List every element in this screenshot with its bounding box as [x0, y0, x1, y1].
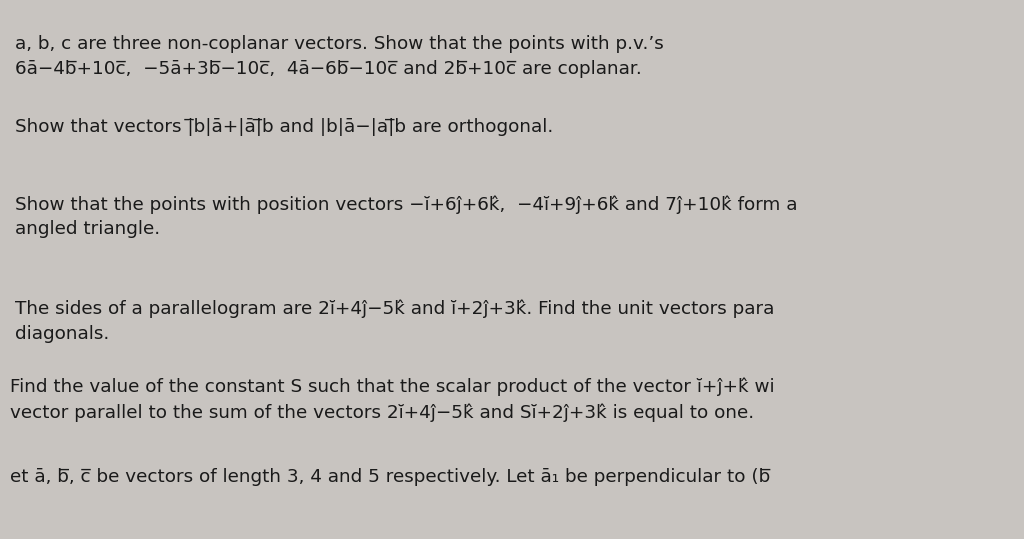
Text: The sides of a parallelogram are 2ĭ+4ĵ−5k̂ and ĭ+2ĵ+3k̂. Find the unit vectors p: The sides of a parallelogram are 2ĭ+4ĵ−5… [15, 300, 774, 319]
Text: angled triangle.: angled triangle. [15, 220, 160, 238]
Text: Find the value of the constant S such that the scalar product of the vector ĭ+ĵ+: Find the value of the constant S such th… [10, 378, 774, 397]
Text: vector parallel to the sum of the vectors 2ĭ+4ĵ−5k̂ and Sĭ+2ĵ+3k̂ is equal to on: vector parallel to the sum of the vector… [10, 403, 754, 421]
Text: diagonals.: diagonals. [15, 325, 110, 343]
Text: et ā, b̅, c̅ be vectors of length 3, 4 and 5 respectively. Let ā₁ be perpendicul: et ā, b̅, c̅ be vectors of length 3, 4 a… [10, 468, 770, 486]
Text: a, b, c are three non-coplanar vectors. Show that the points with p.v.’s: a, b, c are three non-coplanar vectors. … [15, 35, 664, 53]
Text: Show that vectors |̅b|ā+|ā|̅b and |b|ā−|a|̅b are orthogonal.: Show that vectors |̅b|ā+|ā|̅b and |b|ā−|… [15, 118, 553, 136]
Text: 6ā−4b̅+10c̅,  −5ā+3b̅−10c̅,  4ā−6b̅−10c̅ and 2b̅+10c̅ are coplanar.: 6ā−4b̅+10c̅, −5ā+3b̅−10c̅, 4ā−6b̅−10c̅ a… [15, 60, 642, 78]
Text: Show that the points with position vectors −ĭ+6ĵ+6k̂,  −4ĭ+9ĵ+6k̂ and 7ĵ+10k̂ fo: Show that the points with position vecto… [15, 195, 798, 213]
